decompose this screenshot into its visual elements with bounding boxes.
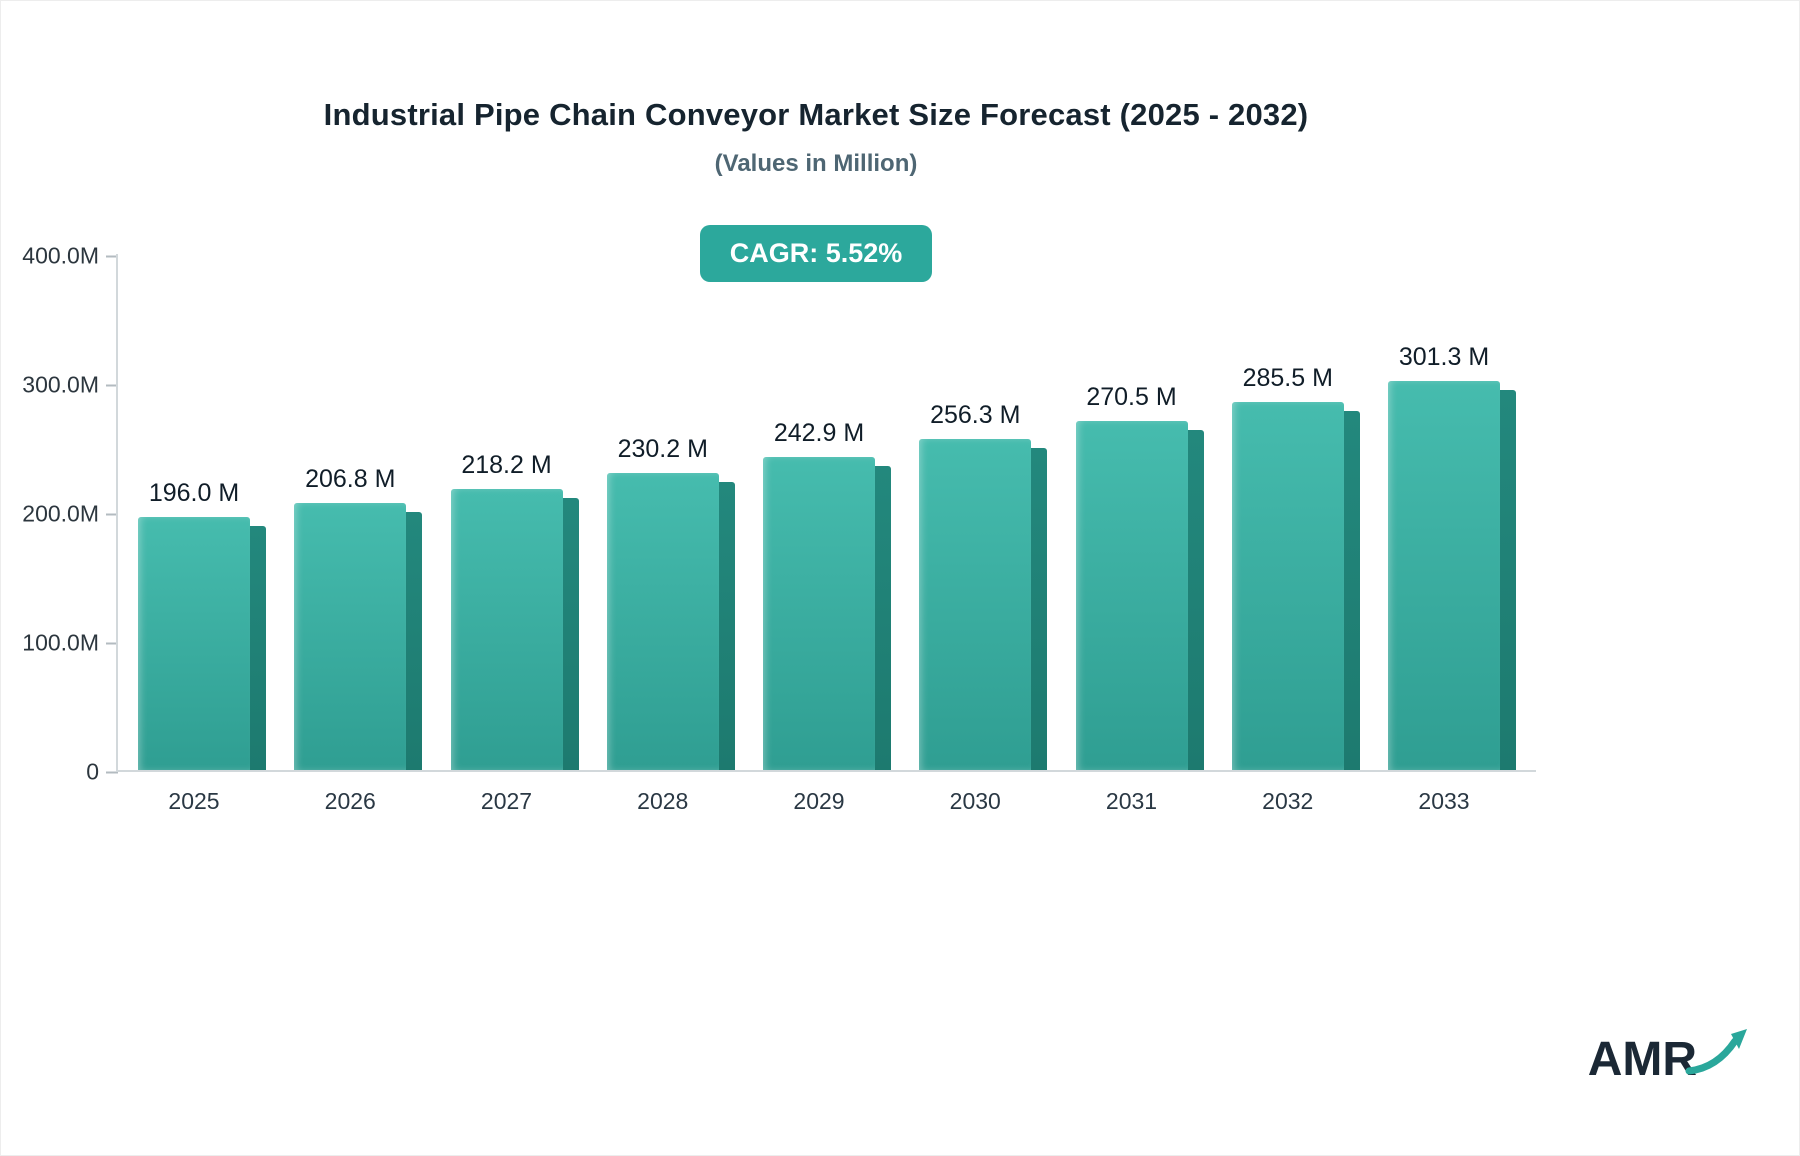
plot-area: 196.0 M 2025 206.8 M 2026 218.2 M 2027 230.2 M… <box>116 254 1536 814</box>
bar-group: 218.2 M 2027 <box>450 450 579 814</box>
bar <box>450 488 579 771</box>
amr-logo: AMR <box>1587 1029 1749 1087</box>
bar-group: 242.9 M 2029 <box>763 418 891 814</box>
bar-value-label: 230.2 M <box>617 435 708 464</box>
bar-value-label: 242.9 M <box>773 418 865 447</box>
bar-group: 196.0 M 2025 <box>138 479 266 814</box>
chart-content: Industrial Pipe Chain Conveyor Market Si… <box>22 1 1596 1155</box>
y-axis-label: 300.0M <box>22 372 118 399</box>
y-axis-tick <box>106 771 118 773</box>
cagr-badge: CAGR: 5.52% <box>699 225 933 282</box>
bar <box>294 503 423 770</box>
growth-arrow-icon <box>1685 1025 1749 1086</box>
y-axis-label-text: 200.0M <box>22 500 99 527</box>
bar <box>1388 381 1516 770</box>
bar-value-label: 256.3 M <box>930 401 1021 430</box>
bar-value-label: 270.5 M <box>1086 383 1177 412</box>
y-axis-label: 200.0M <box>22 501 118 528</box>
x-axis-label: 2030 <box>949 788 1001 814</box>
bar-value-label: 301.3 M <box>1398 343 1490 372</box>
x-axis-label: 2032 <box>1262 788 1314 814</box>
y-axis-label-text: 100.0M <box>22 629 99 656</box>
y-axis-tick <box>106 384 118 386</box>
y-axis-label-text: 300.0M <box>22 371 99 398</box>
bar-value-label: 285.5 M <box>1242 363 1333 392</box>
y-axis-label-text: 400.0M <box>22 242 99 269</box>
bar-group: 301.3 M 2033 <box>1388 343 1516 814</box>
bar-chart: 0 100.0M 200.0M 300.0M 400.0M 196.0 M 2025 206… <box>22 243 1536 814</box>
y-axis-label: 0 <box>86 759 118 786</box>
bar <box>138 517 266 770</box>
bar-value-label: 196.0 M <box>148 479 240 508</box>
y-axis-label: 400.0M <box>22 243 118 270</box>
cagr-badge-wrap: CAGR: 5.52% <box>36 225 1596 282</box>
bar <box>763 456 891 771</box>
x-axis-label: 2031 <box>1105 788 1158 814</box>
bar-group: 206.8 M 2026 <box>294 465 423 814</box>
bar <box>606 473 735 770</box>
y-axis-label-text: 0 <box>86 758 99 785</box>
y-axis-tick <box>106 642 118 644</box>
bar-group: 230.2 M 2028 <box>606 435 735 814</box>
y-axis-tick <box>106 513 118 515</box>
y-axis-label: 100.0M <box>22 630 118 657</box>
x-axis-label: 2027 <box>480 788 533 814</box>
bar-group: 270.5 M 2031 <box>1075 383 1204 814</box>
amr-logo-text: AMR <box>1587 1033 1697 1086</box>
bar-value-label: 218.2 M <box>461 450 552 479</box>
bar <box>1075 421 1204 770</box>
y-axis-tick <box>106 255 118 257</box>
x-axis-label: 2026 <box>324 788 376 814</box>
bar-value-label: 206.8 M <box>305 465 396 494</box>
chart-title: Industrial Pipe Chain Conveyor Market Si… <box>323 97 1309 132</box>
chart-subtitle: (Values in Million) <box>714 150 918 177</box>
bar <box>919 439 1048 770</box>
bar <box>1231 401 1360 771</box>
y-axis: 0 100.0M 200.0M 300.0M 400.0M <box>22 243 118 785</box>
x-axis-label: 2025 <box>168 788 220 814</box>
x-axis-label: 2029 <box>793 788 845 814</box>
bar-group: 256.3 M 2030 <box>919 401 1048 814</box>
x-axis-label: 2033 <box>1418 788 1470 814</box>
bar-group: 285.5 M 2032 <box>1231 363 1360 814</box>
x-axis-label: 2028 <box>637 788 689 814</box>
